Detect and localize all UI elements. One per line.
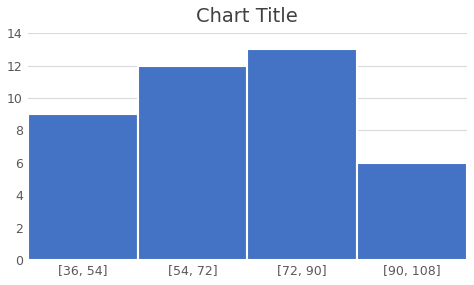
Bar (357, 163, 467, 260)
Bar (137, 66, 247, 260)
Title: Chart Title: Chart Title (197, 7, 298, 26)
Bar (27, 114, 137, 260)
Bar (247, 49, 357, 260)
